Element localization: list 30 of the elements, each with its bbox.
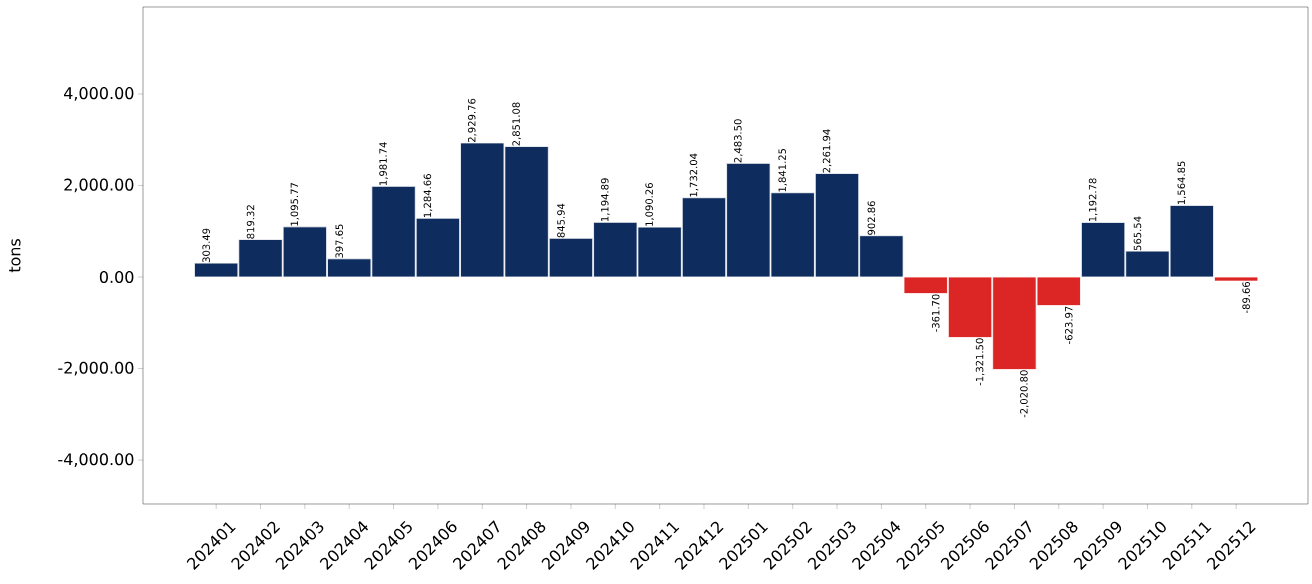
y-tick-label: 2,000.00 (64, 178, 134, 193)
data-label: -1,321.50 (975, 338, 985, 386)
y-axis-title: tons (9, 239, 21, 273)
data-label: -623.97 (1064, 306, 1073, 344)
data-label: 1,732.04 (689, 153, 699, 197)
data-label: 2,261.94 (822, 129, 832, 173)
y-tick-label: 0.00 (99, 270, 134, 284)
data-label: 2,929.76 (467, 98, 477, 142)
data-label: 2,851.08 (512, 102, 521, 146)
data-label: -361.70 (931, 294, 940, 332)
data-label: 397.65 (335, 224, 343, 258)
data-label: 1,841.25 (778, 148, 787, 192)
data-label: -89.66 (1242, 281, 1250, 314)
data-label: 845.94 (557, 203, 565, 238)
data-label: 819.32 (246, 205, 255, 239)
data-label: 1,284.66 (423, 174, 433, 217)
data-label: 1,090.26 (645, 183, 654, 226)
y-tick-label: 4,000.00 (64, 87, 134, 101)
data-label: 1,192.78 (1088, 178, 1098, 222)
y-tick-label: -4,000.00 (58, 453, 134, 467)
data-label: 1,095.77 (290, 183, 300, 226)
data-label: 1,564.85 (1177, 161, 1187, 205)
data-label: -2,020.80 (1020, 370, 1029, 418)
data-label: 303.49 (202, 228, 210, 263)
data-label: 902.86 (867, 201, 876, 235)
data-label: 2,483.50 (734, 119, 743, 163)
y-tick-label: -2,000.00 (58, 361, 134, 376)
data-label: 1,981.74 (379, 142, 388, 186)
data-label: 565.54 (1133, 216, 1142, 251)
data-label: 1,194.89 (600, 178, 610, 222)
